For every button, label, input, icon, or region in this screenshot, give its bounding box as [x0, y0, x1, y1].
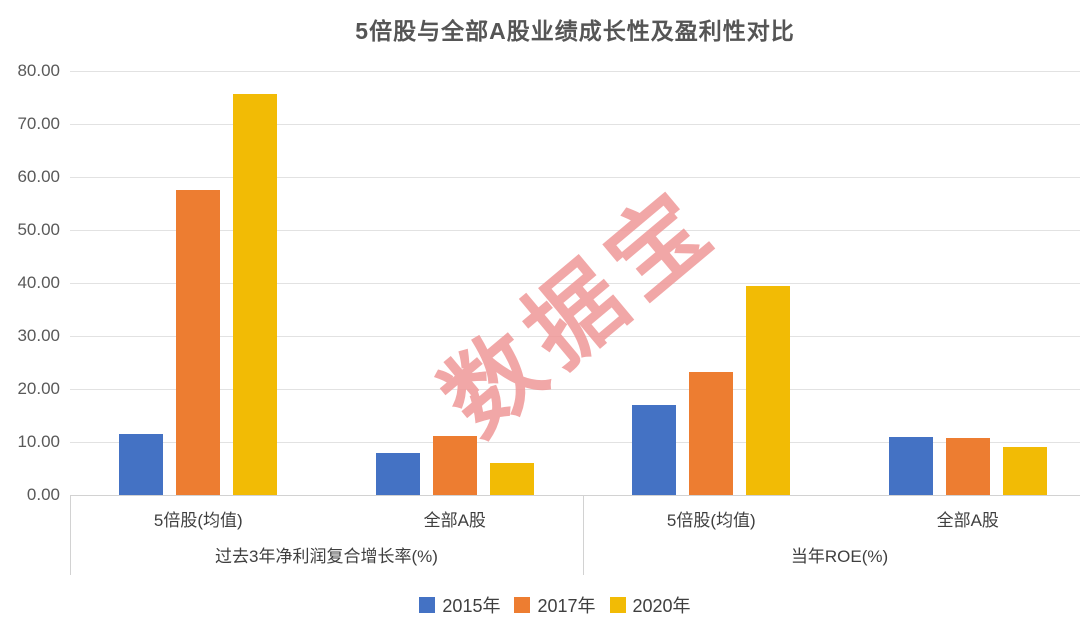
gridline [70, 230, 1080, 231]
category-axis-separator [583, 495, 584, 575]
bar-2017年-全部A股 [945, 437, 990, 495]
axis-group-label: 当年ROE(%) [790, 547, 889, 566]
gridline [70, 71, 1080, 72]
bar-2020年-5倍股(均值) [233, 93, 278, 495]
legend-swatch-icon [609, 597, 626, 613]
legend-swatch-icon [419, 597, 436, 613]
axis-group-label: 过去3年净利润复合增长率(%) [215, 547, 438, 566]
gridline [70, 389, 1080, 390]
y-axis-tick-label: 50.00 [17, 220, 60, 239]
legend-label: 2015年 [442, 596, 501, 616]
bar-2015年-全部A股 [375, 452, 420, 495]
y-axis-tick-label: 20.00 [17, 379, 60, 398]
y-axis-tick-label: 30.00 [17, 326, 60, 345]
category-label: 全部A股 [423, 511, 486, 530]
x-axis-line [70, 495, 1080, 496]
bar-2020年-全部A股 [489, 463, 534, 495]
legend-item: 2015年 [419, 592, 500, 618]
y-axis-tick-label: 80.00 [17, 61, 60, 80]
bar-2017年-5倍股(均值) [689, 371, 734, 495]
bar-2020年-5倍股(均值) [746, 286, 791, 495]
gridline [70, 177, 1080, 178]
category-axis-separator [70, 495, 71, 575]
bar-2017年-5倍股(均值) [176, 190, 221, 495]
legend: 2015年 2017年 2020年 [30, 592, 1080, 618]
bar-2015年-5倍股(均值) [632, 404, 677, 495]
legend-swatch-icon [514, 597, 531, 613]
legend-label: 2020年 [632, 596, 691, 616]
gridline [70, 283, 1080, 284]
y-axis-tick-label: 0.00 [26, 485, 60, 504]
gridline [70, 336, 1080, 337]
category-label: 5倍股(均值) [153, 511, 243, 530]
bar-2015年-全部A股 [888, 436, 933, 495]
legend-label: 2017年 [537, 596, 596, 616]
bar-2015年-5倍股(均值) [119, 434, 164, 495]
bar-2017年-全部A股 [432, 436, 477, 495]
chart-title: 5倍股与全部A股业绩成长性及盈利性对比 [355, 18, 795, 44]
y-axis-tick-label: 10.00 [17, 432, 60, 451]
bar-2020年-全部A股 [1002, 447, 1047, 495]
category-label: 全部A股 [936, 511, 999, 530]
legend-item: 2017年 [514, 592, 596, 618]
gridline [70, 124, 1080, 125]
category-label: 5倍股(均值) [666, 511, 756, 530]
y-axis-tick-label: 70.00 [17, 114, 60, 133]
y-axis-tick-label: 60.00 [17, 167, 60, 186]
gridline [70, 442, 1080, 443]
y-axis-tick-label: 40.00 [17, 273, 60, 292]
legend-item: 2020年 [609, 592, 691, 618]
